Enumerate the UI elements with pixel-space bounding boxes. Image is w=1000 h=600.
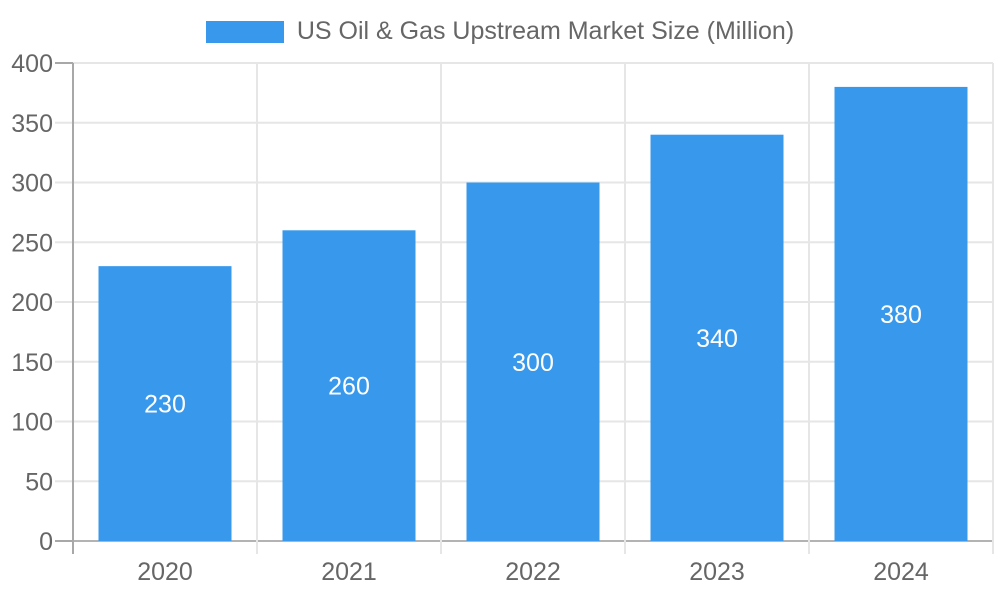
y-tick-label: 100 xyxy=(11,409,53,437)
bar xyxy=(834,86,968,542)
bar xyxy=(466,182,600,541)
bar xyxy=(650,134,784,541)
x-axis-label: 2020 xyxy=(137,558,193,586)
y-tick-label: 150 xyxy=(11,349,53,377)
y-tick-label: 0 xyxy=(39,528,53,556)
y-tick-label: 400 xyxy=(11,50,53,78)
legend-swatch xyxy=(205,20,284,43)
bar-value-label: 380 xyxy=(880,301,922,329)
bar xyxy=(98,266,232,541)
y-tick-label: 300 xyxy=(11,170,53,198)
y-tick-label: 50 xyxy=(25,468,53,496)
bar xyxy=(282,230,416,542)
x-axis-label: 2024 xyxy=(873,558,929,586)
bar-value-label: 300 xyxy=(512,349,554,377)
x-axis-label: 2021 xyxy=(321,558,377,586)
y-tick-label: 200 xyxy=(11,289,53,317)
legend-label: US Oil & Gas Upstream Market Size (Milli… xyxy=(296,17,795,45)
bar-value-label: 260 xyxy=(328,373,370,401)
y-tick-label: 350 xyxy=(11,110,53,138)
bar-value-label: 230 xyxy=(144,391,186,419)
y-tick-label: 250 xyxy=(11,229,53,257)
chart-legend: US Oil & Gas Upstream Market Size (Milli… xyxy=(0,17,1000,46)
x-axis-label: 2023 xyxy=(689,558,745,586)
bar-value-label: 340 xyxy=(696,325,738,353)
x-axis-label: 2022 xyxy=(505,558,561,586)
legend-item[interactable]: US Oil & Gas Upstream Market Size (Milli… xyxy=(205,17,795,46)
